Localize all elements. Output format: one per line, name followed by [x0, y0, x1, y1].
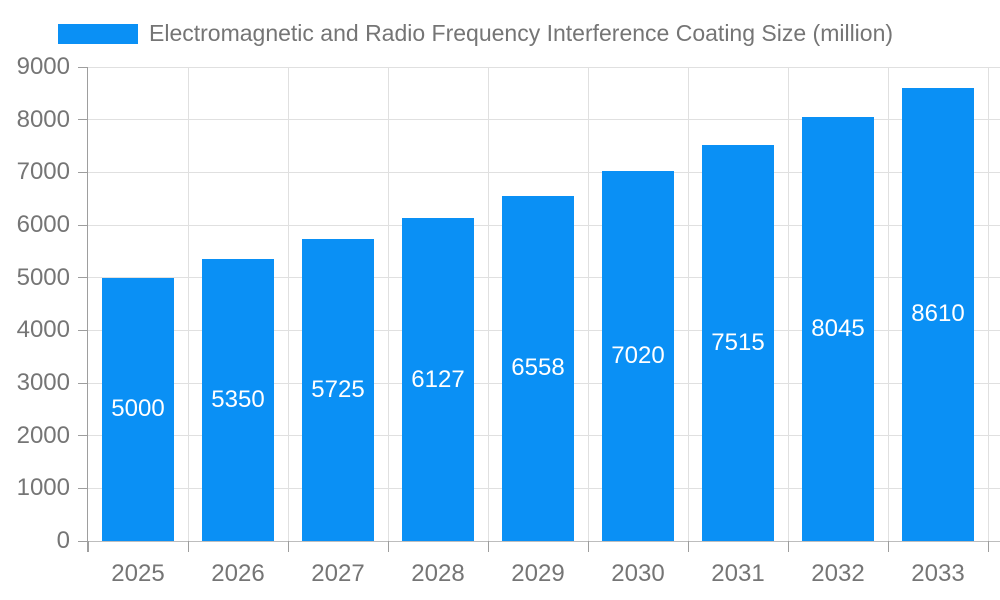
y-axis-tick	[78, 540, 88, 542]
bar-value-label: 6127	[411, 365, 465, 393]
y-axis-label: 1000	[16, 474, 70, 502]
y-axis-tick	[78, 119, 88, 121]
x-axis-tick	[387, 541, 389, 552]
chart-legend: Electromagnetic and Radio Frequency Inte…	[0, 0, 1000, 60]
x-axis-label: 2030	[611, 560, 665, 587]
x-axis-tick	[787, 541, 789, 552]
y-axis-label: 0	[56, 527, 70, 554]
y-axis-tick	[78, 487, 88, 489]
bar-value-label: 7515	[711, 329, 765, 357]
y-axis-label: 9000	[16, 53, 70, 80]
y-axis-line	[86, 67, 88, 552]
x-axis-label: 2029	[511, 560, 565, 587]
bar-value-label: 5725	[311, 376, 365, 404]
y-axis-tick	[78, 66, 88, 68]
bar-2029[interactable]: 6558	[502, 195, 574, 541]
y-axis-label: 3000	[16, 369, 70, 396]
y-axis-label: 8000	[16, 105, 70, 133]
x-axis-label: 2031	[711, 560, 765, 587]
x-gridline	[287, 67, 289, 541]
x-gridline	[987, 67, 989, 541]
x-gridline	[587, 67, 589, 541]
x-gridline	[687, 67, 689, 541]
bar-value-label: 7020	[611, 342, 665, 370]
bar-value-label: 8045	[811, 315, 865, 343]
bar-2032[interactable]: 8045	[802, 117, 874, 541]
bar-2025[interactable]: 5000	[102, 277, 174, 541]
x-axis-tick	[87, 541, 89, 552]
x-gridline	[487, 67, 489, 541]
bar-2031[interactable]: 7515	[702, 145, 774, 541]
x-axis-label: 2026	[211, 560, 265, 587]
x-axis-tick	[587, 541, 589, 552]
x-gridline	[187, 67, 189, 541]
y-gridline	[88, 540, 1000, 542]
y-gridline	[88, 119, 1000, 121]
bar-2030[interactable]: 7020	[602, 171, 674, 541]
bar-value-label: 5000	[111, 395, 165, 423]
y-axis-tick	[78, 329, 88, 331]
y-axis-label: 6000	[16, 211, 70, 238]
bar-2028[interactable]: 6127	[402, 218, 474, 541]
y-axis-tick	[78, 435, 88, 437]
bar-2033[interactable]: 8610	[902, 87, 974, 541]
y-axis-tick	[78, 224, 88, 226]
x-axis-label: 2028	[411, 560, 465, 587]
y-axis-label: 2000	[16, 421, 70, 449]
bar-2027[interactable]: 5725	[302, 239, 374, 541]
x-gridline	[387, 67, 389, 541]
x-axis-tick	[187, 541, 189, 552]
y-axis-tick	[78, 171, 88, 173]
x-axis-tick	[287, 541, 289, 552]
x-axis-tick	[887, 541, 889, 552]
x-axis-tick	[687, 541, 689, 552]
bar-2026[interactable]: 5350	[202, 259, 274, 541]
x-axis-label: 2027	[311, 560, 365, 587]
x-gridline	[887, 67, 889, 541]
bar-value-label: 5350	[211, 386, 265, 414]
legend-swatch[interactable]	[58, 24, 138, 44]
y-gridline	[88, 66, 1000, 68]
legend-label[interactable]: Electromagnetic and Radio Frequency Inte…	[149, 20, 894, 46]
x-axis-label: 2025	[111, 560, 165, 587]
y-axis-tick	[78, 382, 88, 384]
x-axis-tick	[487, 541, 489, 552]
y-axis-label: 5000	[16, 263, 70, 291]
x-axis-tick	[987, 541, 989, 552]
x-axis-label: 2032	[811, 560, 865, 587]
y-axis-label: 4000	[16, 316, 70, 344]
x-axis-label: 2033	[911, 560, 965, 587]
bar-value-label: 6558	[511, 354, 565, 382]
x-gridline	[787, 67, 789, 541]
y-gridline	[88, 171, 1000, 173]
bar-value-label: 8610	[911, 300, 965, 328]
y-axis-tick	[78, 277, 88, 279]
y-axis-label: 7000	[16, 158, 70, 186]
